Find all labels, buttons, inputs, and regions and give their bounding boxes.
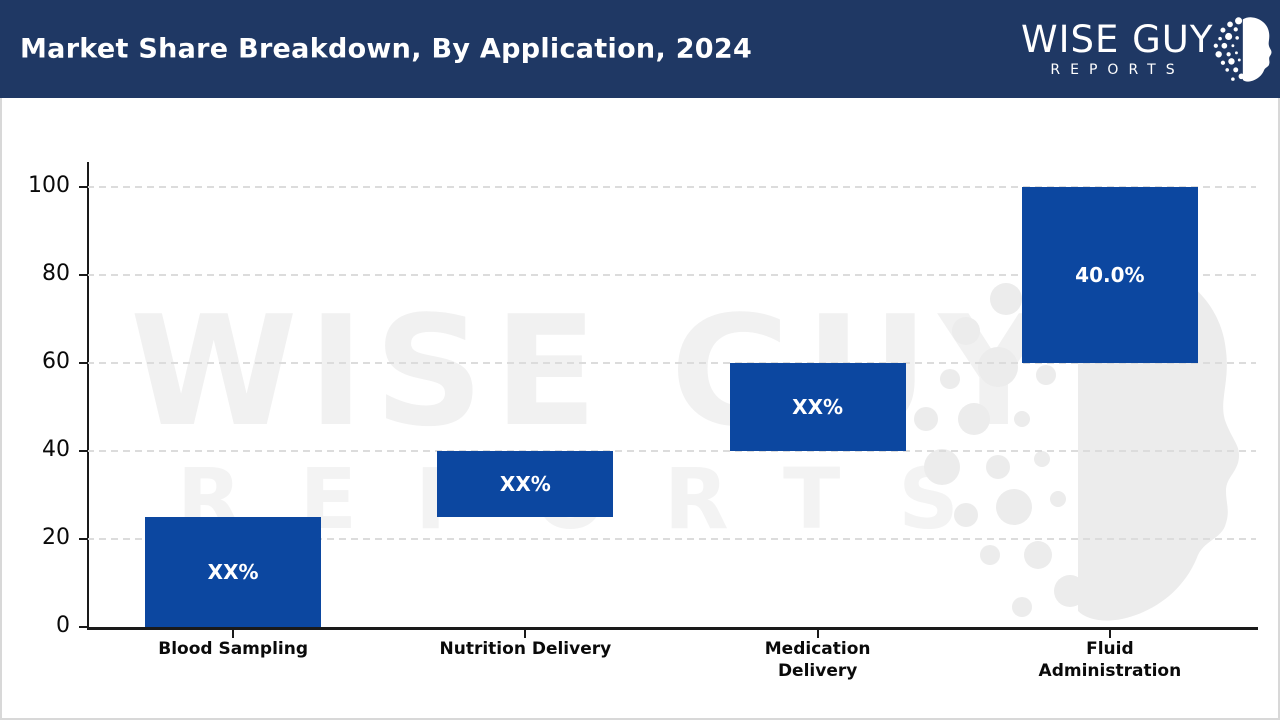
x-axis-line	[87, 627, 1258, 630]
bar-label-2: XX%	[792, 395, 844, 419]
bar-1: XX%	[437, 451, 614, 517]
brand-logo-text: WISE GUY REPORTS	[1021, 18, 1214, 78]
plot-area: 0 20 40 60 80 100 XX% Blood Sampling XX% Nutritio…	[2, 98, 1278, 718]
bar-0: XX%	[145, 517, 322, 627]
x-tick-label-0: Blood Sampling	[158, 639, 308, 659]
gridline-80	[87, 274, 1256, 276]
bar-3: 40.0%	[1021, 187, 1198, 363]
y-tick-20	[79, 538, 88, 540]
brand-face-icon	[1208, 10, 1272, 90]
y-tick-label-0: 0	[56, 613, 70, 638]
x-tick-2	[816, 630, 819, 638]
x-tick-label-3: Fluid Administration	[1038, 639, 1182, 681]
brand-name: WISE GUY	[1021, 18, 1214, 61]
y-tick-60	[79, 362, 88, 364]
bar-label-0: XX%	[207, 560, 259, 584]
y-tick-100	[79, 186, 88, 188]
gridline-60	[87, 362, 1256, 364]
brand-subname: REPORTS	[1050, 61, 1185, 78]
y-tick-label-80: 80	[42, 261, 70, 286]
y-tick-label-100: 100	[28, 173, 70, 198]
header-bar: Market Share Breakdown, By Application, …	[0, 0, 1280, 98]
gridline-40	[87, 450, 1256, 452]
y-tick-80	[79, 274, 88, 276]
bar-2: XX%	[729, 363, 906, 451]
y-tick-0	[79, 626, 88, 628]
y-tick-label-20: 20	[42, 525, 70, 550]
y-tick-label-60: 60	[42, 349, 70, 374]
x-tick-3	[1108, 630, 1111, 638]
x-tick-1	[524, 630, 527, 638]
x-tick-label-2: Medication Delivery	[764, 639, 871, 681]
y-axis-line	[87, 162, 89, 630]
gridline-20	[87, 538, 1256, 540]
bar-label-1: XX%	[499, 472, 551, 496]
brand-logo: WISE GUY REPORTS	[1012, 4, 1272, 94]
page-title: Market Share Breakdown, By Application, …	[20, 33, 753, 65]
y-tick-40	[79, 450, 88, 452]
x-tick-0	[232, 630, 235, 638]
gridline-100	[87, 186, 1256, 188]
bar-label-3: 40.0%	[1075, 263, 1145, 287]
y-tick-label-40: 40	[42, 437, 70, 462]
x-tick-label-1: Nutrition Delivery	[439, 639, 612, 659]
